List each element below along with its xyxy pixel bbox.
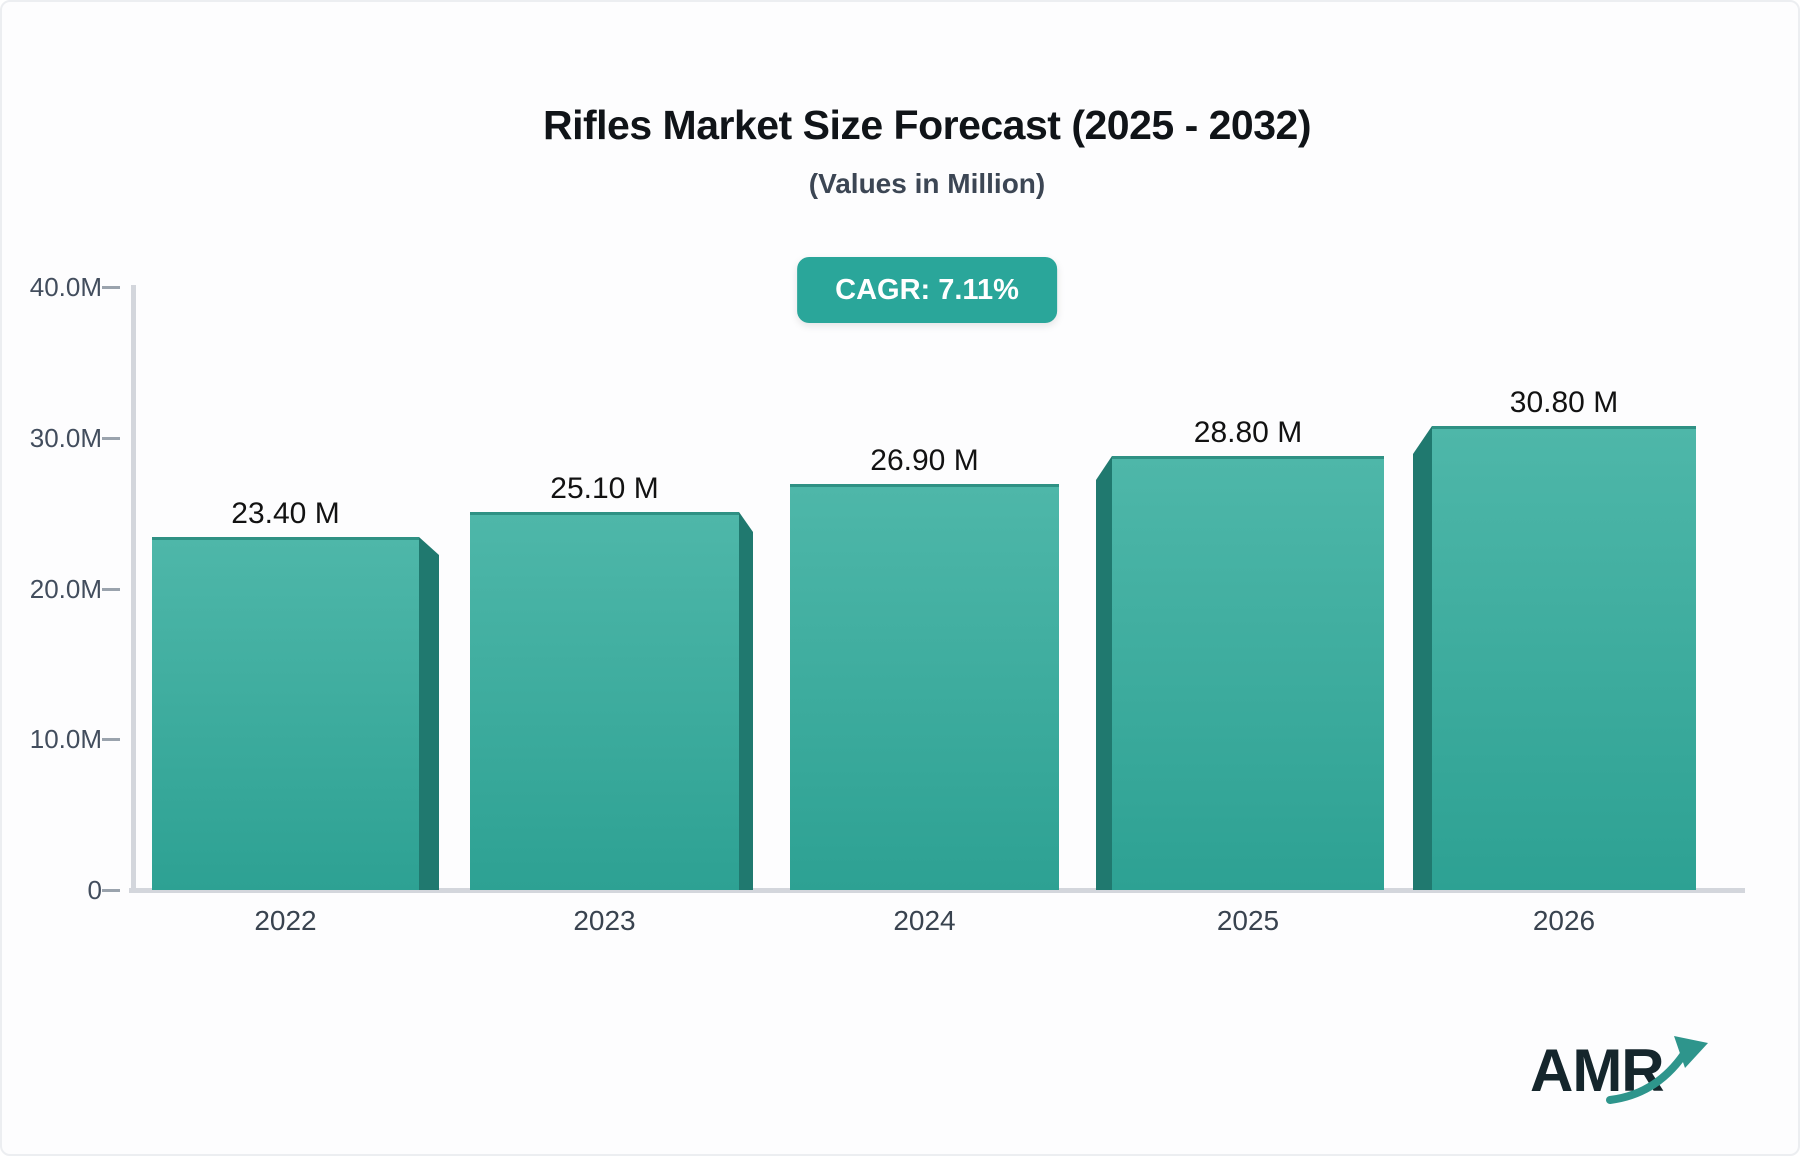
y-tick-label: 10.0M	[29, 724, 102, 755]
y-tick-mark	[102, 286, 120, 289]
y-tick-mark	[102, 587, 120, 591]
x-tick-label: 2025	[1216, 905, 1280, 936]
bar-side-face	[419, 537, 439, 890]
bar-side-face	[1413, 426, 1432, 890]
growth-arrow-icon	[1606, 1036, 1708, 1104]
x-tick-label: 2026	[1532, 905, 1596, 936]
x-tick-label: 2022	[254, 905, 317, 936]
cagr-badge: CAGR: 7.11%	[797, 257, 1057, 323]
bar-value-label: 30.80 M	[1509, 386, 1619, 419]
bar-2025[interactable]	[1112, 456, 1384, 890]
bar-value-label: 26.90 M	[870, 444, 979, 477]
bar-value-label: 23.40 M	[231, 497, 340, 530]
y-tick-mark	[102, 889, 120, 892]
bar-side-face	[739, 512, 753, 890]
bar-2023[interactable]	[470, 512, 739, 890]
y-tick-label: 0	[87, 875, 102, 905]
cagr-badge-label: CAGR: 7.11%	[835, 273, 1019, 306]
y-axis-line	[131, 285, 136, 890]
brand-logo: AMR	[1530, 1036, 1720, 1126]
y-tick-mark	[102, 738, 120, 742]
bar-value-label: 28.80 M	[1193, 416, 1303, 449]
bar-side-face	[1096, 456, 1112, 890]
chart-title: Rifles Market Size Forecast (2025 - 2032…	[543, 102, 1312, 148]
bar-2024[interactable]	[790, 484, 1059, 890]
x-tick-label: 2023	[573, 905, 636, 936]
bar-2026[interactable]	[1432, 426, 1696, 890]
bar-2022[interactable]	[152, 537, 419, 890]
bar-value-label: 25.10 M	[550, 472, 659, 505]
x-axis-line	[129, 888, 1745, 893]
y-tick-mark	[102, 436, 120, 440]
y-tick-label: 20.0M	[29, 573, 102, 604]
chart-subtitle: (Values in Million)	[808, 168, 1046, 199]
y-tick-label: 30.0M	[29, 422, 102, 453]
x-tick-label: 2024	[893, 905, 956, 936]
y-tick-label: 40.0M	[29, 272, 102, 302]
